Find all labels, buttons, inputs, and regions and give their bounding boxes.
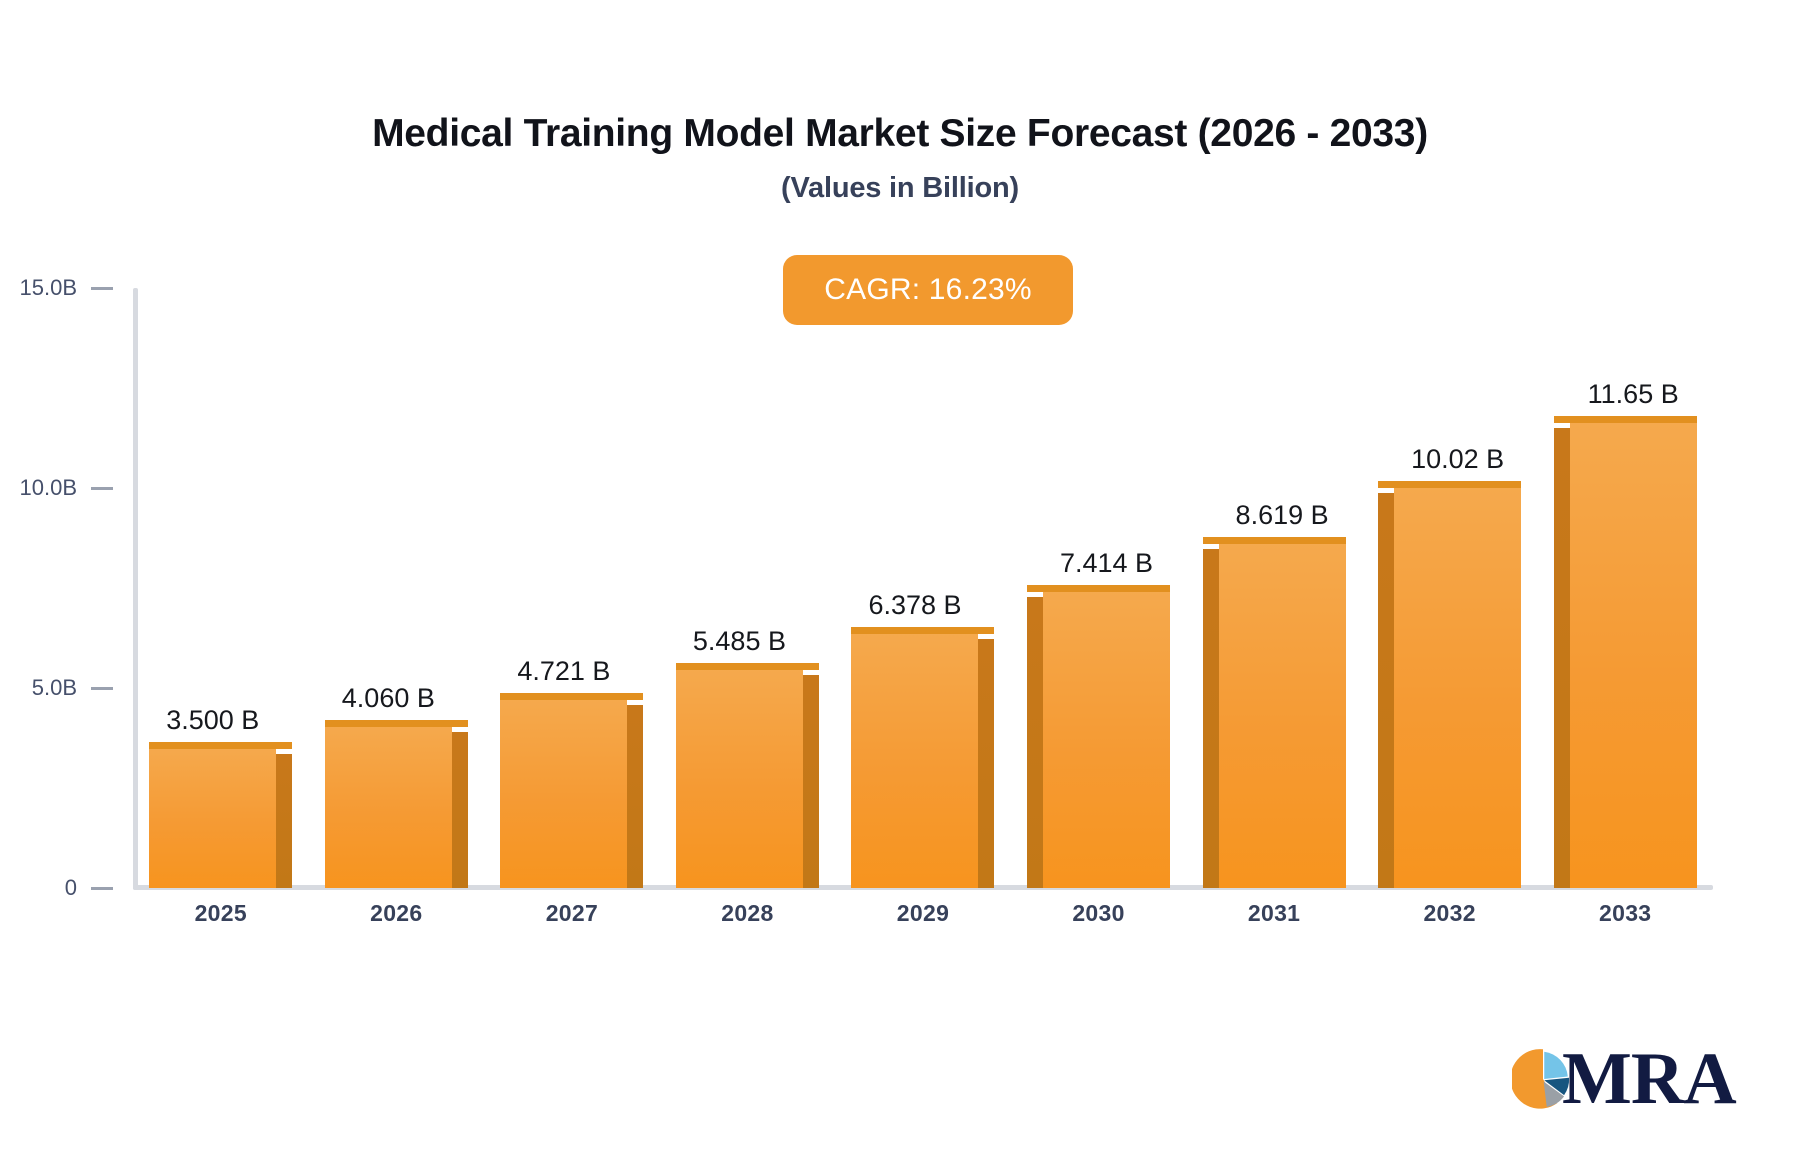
bar-front-face[interactable]	[1218, 543, 1346, 888]
bar-front-face[interactable]	[1394, 487, 1522, 888]
bar-group[interactable]: 10.02 B	[1362, 288, 1538, 888]
bar-value-label: 4.060 B	[341, 682, 435, 713]
bar-side-face	[276, 754, 293, 888]
y-axis-tick: 15.0B	[0, 277, 133, 299]
mra-logo: MRA	[1500, 1040, 1790, 1130]
bar-top-face	[500, 693, 644, 701]
bar-side-face	[451, 731, 468, 888]
bar-top-face	[675, 662, 819, 670]
bar-side-face	[978, 638, 995, 888]
bar-side-face	[802, 674, 819, 888]
bar-group[interactable]: 11.65 B	[1537, 288, 1713, 888]
cagr-badge: CAGR: 16.23%	[783, 255, 1073, 325]
bar-top-face	[149, 742, 293, 749]
bar-side-face	[627, 705, 644, 888]
bar-group[interactable]: 6.378 B	[835, 288, 1011, 888]
pie-chart-logo-icon	[1512, 1049, 1570, 1109]
bar-side-face	[1202, 549, 1219, 888]
x-axis-label-2027: 2027	[545, 900, 599, 926]
bar-value-label: 8.619 B	[1235, 500, 1329, 531]
bar-top-face	[1553, 416, 1697, 423]
bar-value-label: 10.02 B	[1411, 444, 1505, 475]
bar-group[interactable]: 3.500 B	[133, 288, 309, 888]
bar-front-face[interactable]	[324, 725, 452, 888]
x-axis-label-2029: 2029	[896, 900, 950, 926]
bar-front-face[interactable]	[1569, 422, 1697, 888]
bar-top-face	[1378, 481, 1522, 489]
x-axis-label-2030: 2030	[1072, 900, 1125, 926]
bar-group[interactable]: 4.721 B	[484, 288, 660, 888]
x-axis-label-2026: 2026	[370, 900, 423, 926]
bar-side-face	[1027, 597, 1044, 888]
y-axis-tick-label: 10.0B	[19, 475, 78, 500]
bar-front-face[interactable]	[500, 699, 628, 888]
mra-wordmark: MRA	[1562, 1038, 1737, 1120]
bar-value-label: 3.500 B	[166, 705, 260, 735]
bar-top-face	[1202, 537, 1346, 545]
bar-series: 3.500 B 4.060 B 4.721 B 5.485 B 6.378 B 7.414…	[133, 288, 1713, 888]
y-axis-tick: 0	[0, 877, 133, 899]
y-axis-tick-label: 0	[64, 875, 77, 900]
bar-group[interactable]: 8.619 B	[1186, 288, 1362, 888]
bar-top-face	[324, 719, 468, 727]
bar-side-face	[1553, 428, 1570, 888]
bar-group[interactable]: 7.414 B	[1011, 288, 1187, 888]
y-axis-tick-mark	[91, 287, 113, 290]
y-axis-tick-mark	[91, 887, 113, 890]
bar-front-face[interactable]	[149, 748, 277, 888]
x-axis-label-2025: 2025	[194, 900, 247, 926]
x-axis-label-2031: 2031	[1247, 900, 1301, 926]
bar-front-face[interactable]	[675, 668, 803, 888]
bar-value-label: 6.378 B	[868, 589, 962, 620]
page-title: Medical Training Model Market Size Forec…	[372, 112, 1428, 155]
bar-group[interactable]: 5.485 B	[660, 288, 836, 888]
bar-front-face[interactable]	[1043, 591, 1171, 888]
page-subtitle: (Values in Billion)	[781, 172, 1019, 204]
y-axis-tick: 10.0B	[0, 477, 133, 499]
x-axis-label-2032: 2032	[1423, 900, 1476, 926]
x-axis-label-2028: 2028	[721, 900, 774, 926]
x-axis-label-2033: 2033	[1599, 900, 1652, 926]
y-axis-tick: 5.0B	[0, 677, 133, 699]
y-axis-tick-label: 5.0B	[31, 675, 77, 700]
bar-side-face	[1378, 493, 1395, 888]
bar-value-label: 4.721 B	[517, 656, 611, 687]
y-axis-line	[133, 288, 138, 890]
bar-group[interactable]: 4.060 B	[309, 288, 485, 888]
bar-front-face[interactable]	[851, 632, 979, 888]
y-axis-tick-mark	[91, 687, 113, 690]
y-axis-tick-mark	[91, 487, 113, 490]
bar-value-label: 7.414 B	[1059, 548, 1154, 579]
bar-value-label: 11.65 B	[1587, 379, 1679, 409]
bar-top-face	[1027, 585, 1171, 593]
cagr-badge-label: CAGR: 16.23%	[824, 273, 1032, 306]
y-axis-tick-label: 15.0B	[19, 275, 78, 300]
bar-value-label: 5.485 B	[692, 625, 786, 656]
bar-top-face	[851, 626, 995, 634]
